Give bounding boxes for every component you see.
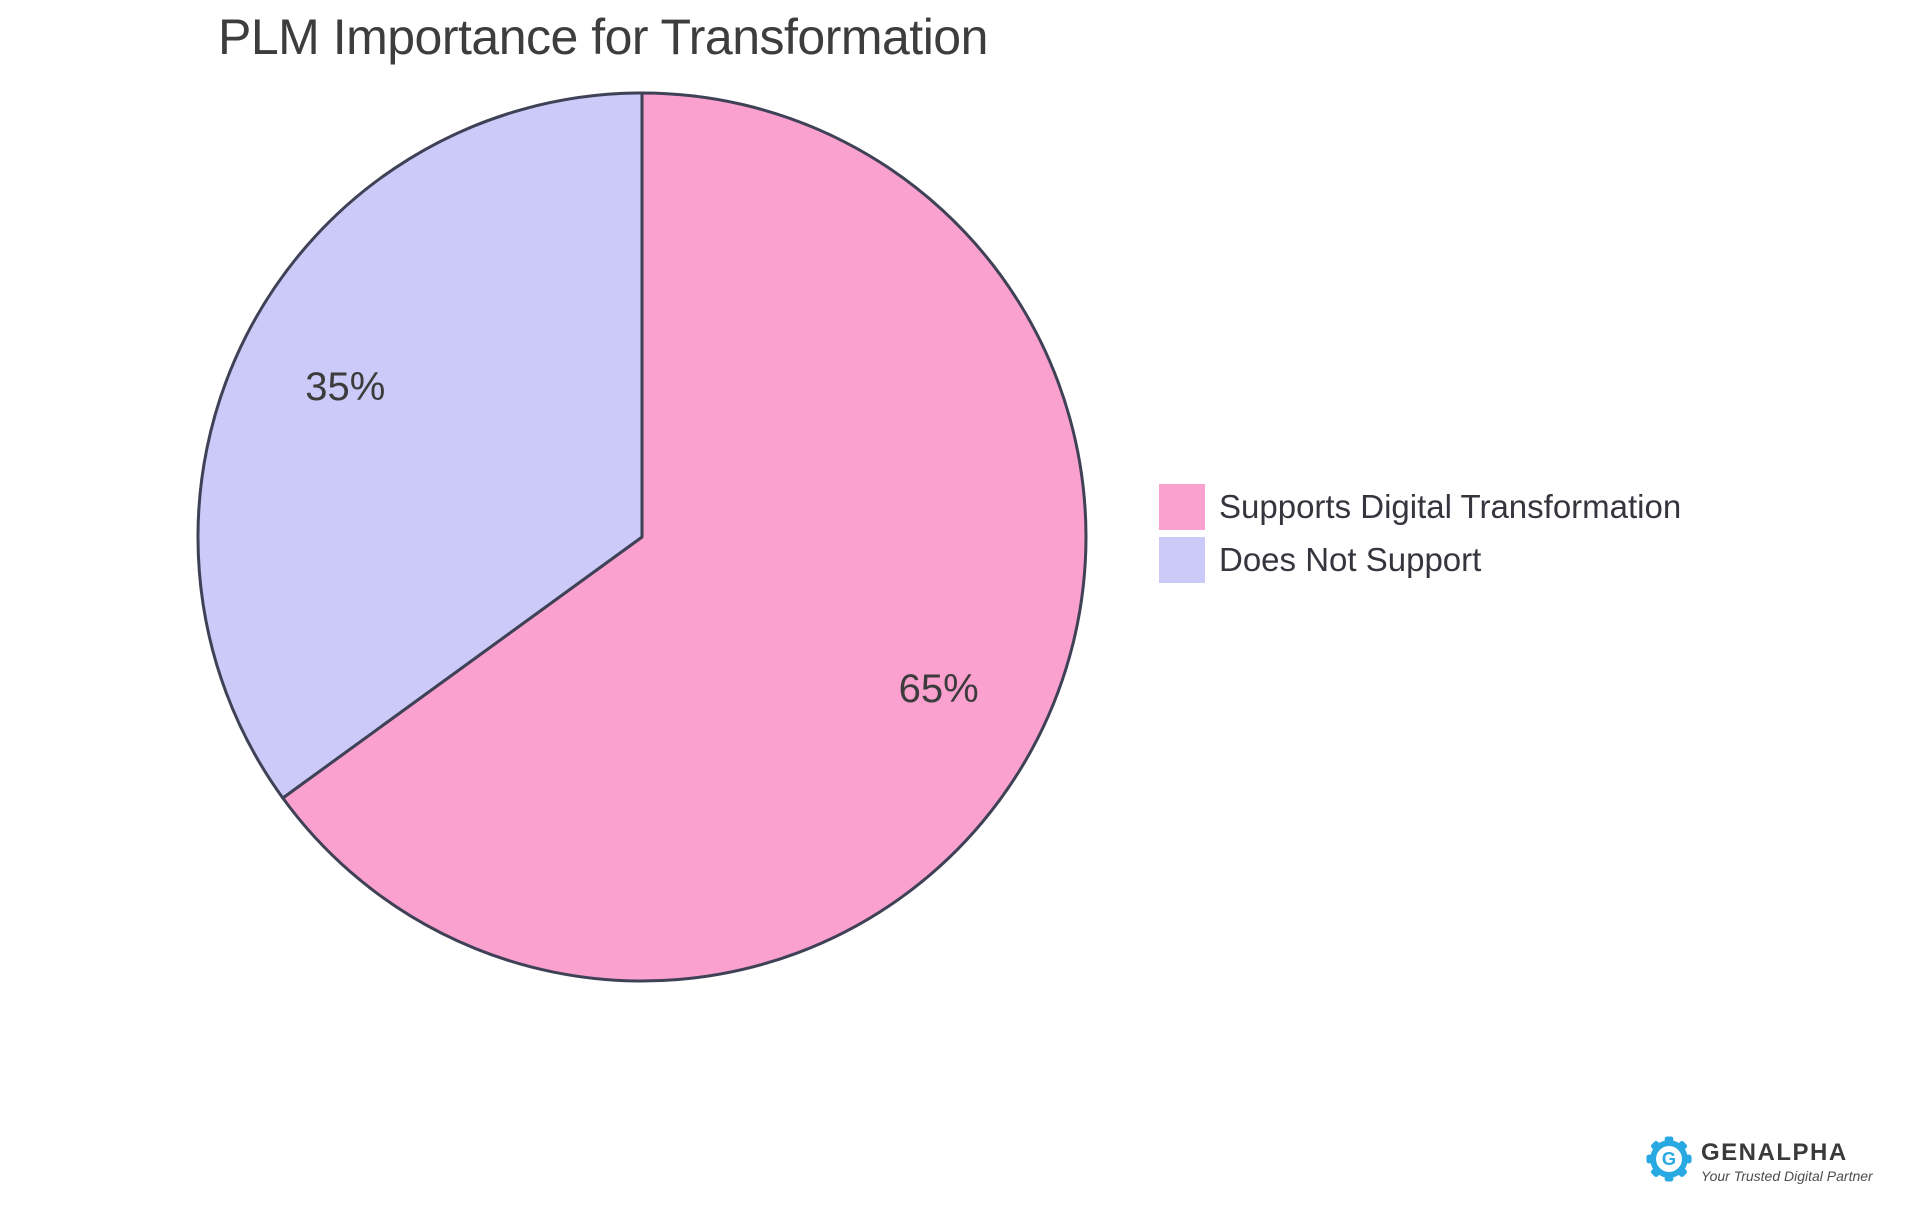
legend-swatch-does-not-support: [1159, 537, 1205, 583]
legend-item-supports: Supports Digital Transformation: [1159, 484, 1681, 530]
chart-title: PLM Importance for Transformation: [218, 9, 988, 65]
pie-slice-label-0: 65%: [899, 667, 979, 711]
legend-label-supports: Supports Digital Transformation: [1219, 488, 1682, 525]
legend-swatch-supports: [1159, 484, 1205, 530]
legend-label-does-not-support: Does Not Support: [1219, 541, 1482, 578]
pie-slice-0: [281, 91, 1088, 983]
logo-brand: GENALPHA: [1701, 1139, 1848, 1166]
genalpha-logo: G GENALPHA Your Trusted Digital Partner: [1645, 1134, 1873, 1184]
legend-item-does-not-support: Does Not Support: [1159, 537, 1681, 583]
logo-text-block: GENALPHA Your Trusted Digital Partner: [1701, 1134, 1873, 1184]
pie-slice-1: [196, 91, 644, 800]
logo-tagline: Your Trusted Digital Partner: [1701, 1168, 1873, 1185]
genalpha-gear-icon: G: [1646, 1136, 1692, 1182]
pie-slice-label-1: 35%: [305, 365, 385, 409]
svg-text:G: G: [1662, 1148, 1676, 1169]
legend: Supports Digital Transformation Does Not…: [1159, 484, 1681, 590]
